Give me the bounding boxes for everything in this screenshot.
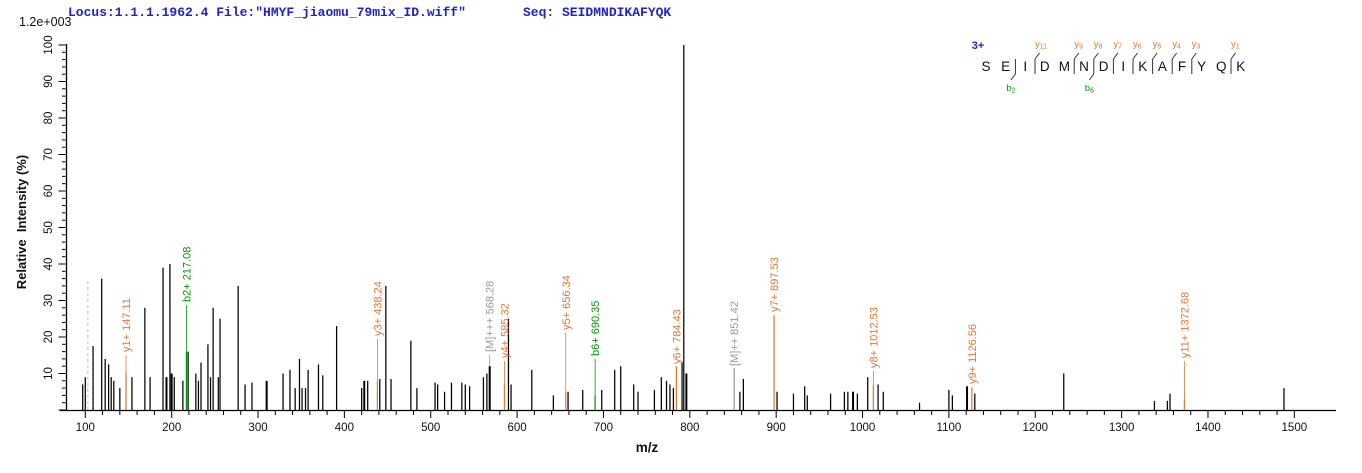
- sequence-residue: I: [1023, 59, 1027, 74]
- peak-label: [M]+++ 568.28: [485, 281, 497, 352]
- y-tick-label: 40: [43, 258, 55, 271]
- x-tick-label: 900: [767, 422, 786, 434]
- y-ion-marker: [1073, 52, 1080, 60]
- x-tick-label: 1000: [850, 422, 876, 434]
- x-tick-label: 700: [594, 422, 613, 434]
- intensity-axis-title: Relative Intensity (%): [14, 155, 29, 289]
- sequence-residue: F: [1178, 59, 1186, 74]
- sequence-residue: I: [1121, 59, 1125, 74]
- y-tick-label: 90: [43, 75, 55, 88]
- peak-label: b6+ 690.35: [590, 301, 602, 356]
- peak-label: y9+ 1126.56: [967, 324, 979, 384]
- y-ion-label: y7: [1113, 39, 1122, 51]
- sequence-residue: E: [1001, 59, 1010, 74]
- x-tick-label: 1400: [1195, 422, 1221, 434]
- x-tick-label: 100: [76, 422, 95, 434]
- x-tick-label: 1300: [1109, 422, 1135, 434]
- x-tick-label: 600: [508, 422, 527, 434]
- sequence-residue: M: [1059, 59, 1070, 74]
- x-tick-label: 800: [680, 422, 699, 434]
- sequence-residue: A: [1158, 59, 1167, 74]
- y-tick-label: 50: [43, 221, 55, 234]
- sequence-residue: Q: [1216, 59, 1227, 74]
- x-tick-label: 200: [162, 422, 181, 434]
- sequence-label: Seq: SEIDMNDIKAFYQK: [523, 5, 672, 20]
- b-ion-marker: [1010, 73, 1016, 81]
- sequence-residue: Y: [1197, 59, 1206, 74]
- peak-label: y11+ 1372.68: [1179, 292, 1191, 358]
- y-tick-label: 20: [43, 331, 55, 344]
- y-ion-label: y8: [1094, 39, 1103, 51]
- x-tick-label: 300: [248, 422, 267, 434]
- sequence-residue: D: [1040, 59, 1050, 74]
- y-tick-label: 100: [43, 35, 55, 54]
- y-ion-label: y9: [1074, 39, 1083, 51]
- y-tick-label: 10: [43, 367, 55, 380]
- sequence-residue: D: [1099, 59, 1109, 74]
- sequence-residue: K: [1138, 59, 1147, 74]
- peak-label: y3+ 438.24: [372, 281, 384, 336]
- y-ion-marker: [1171, 52, 1178, 60]
- b-ion-label: b2: [1006, 83, 1015, 95]
- peak-label: y7+ 897.53: [769, 257, 781, 312]
- x-tick-label: 1200: [1022, 422, 1048, 434]
- y-tick-label: 70: [43, 148, 55, 161]
- mz-axis-title: m/z: [636, 440, 659, 455]
- peak-label: y5+ 656.34: [561, 275, 573, 330]
- y-ion-marker: [1113, 52, 1119, 60]
- y-ion-marker: [1152, 52, 1158, 60]
- b-ion-label: b6: [1085, 83, 1094, 95]
- sequence-residue: N: [1079, 59, 1089, 74]
- locus-file-label: Locus:1.1.1.1962.4 File:"HMYF_jiaomu_79m…: [68, 5, 466, 20]
- x-tick-label: 500: [421, 422, 440, 434]
- y-ion-marker: [1034, 52, 1040, 60]
- y-tick-label: 60: [43, 185, 55, 198]
- charge-label: 3+: [972, 40, 985, 52]
- y-ion-marker: [1093, 52, 1099, 60]
- x-tick-label: 400: [335, 422, 354, 434]
- x-tick-label: 1500: [1282, 422, 1308, 434]
- sequence-residue: K: [1236, 59, 1245, 74]
- sequence-residue: S: [981, 59, 990, 74]
- y-ion-marker: [1230, 52, 1236, 60]
- y-ion-label: y5: [1153, 39, 1162, 51]
- peak-label: y1+ 147.11: [121, 298, 133, 352]
- peak-label: b2+ 217.08: [181, 247, 193, 302]
- y-tick-label: 30: [43, 294, 55, 307]
- y-ion-label: y1: [1231, 39, 1240, 51]
- y-tick-label: 80: [43, 112, 55, 125]
- y-ion-label: y11: [1035, 39, 1047, 51]
- peak-label: y8+ 1012.53: [868, 307, 880, 368]
- b-ion-marker: [1088, 73, 1095, 81]
- y-ion-marker: [1191, 52, 1197, 60]
- y-ion-marker: [1132, 52, 1138, 60]
- y-ion-label: y6: [1133, 39, 1142, 51]
- peak-label: y4+ 585.32: [499, 303, 511, 358]
- peak-label: y6+ 784.43: [671, 309, 683, 364]
- intensity-scale-label: 1.2e+003: [19, 15, 72, 29]
- y-ion-label: y4: [1172, 39, 1181, 51]
- peak-label: [M]++ 851.42: [729, 301, 741, 366]
- y-ion-label: y3: [1192, 39, 1201, 51]
- x-tick-label: 1100: [937, 422, 962, 434]
